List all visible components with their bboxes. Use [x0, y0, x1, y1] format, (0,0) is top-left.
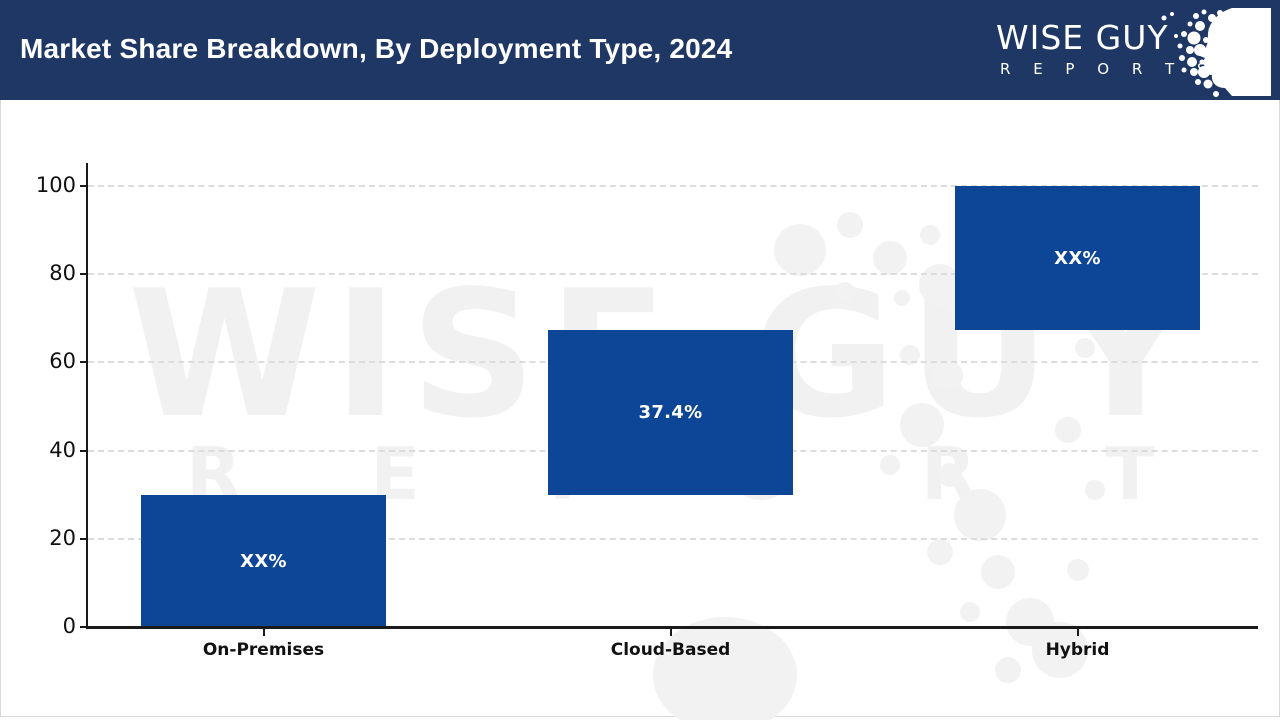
y-gridline — [88, 185, 1258, 187]
y-tick-label: 40 — [49, 437, 76, 462]
y-tick-mark — [80, 626, 88, 628]
y-tick-mark — [80, 537, 88, 540]
bar-value-label: 37.4% — [638, 402, 703, 424]
bar-segment: XX% — [141, 495, 386, 627]
x-category-label: Cloud-Based — [610, 640, 731, 660]
y-tick-mark — [80, 185, 88, 187]
bar-value-label: XX% — [1054, 247, 1101, 269]
y-tick-label: 100 — [35, 173, 76, 197]
page-title: Market Share Breakdown, By Deployment Ty… — [20, 33, 733, 64]
logo-subtext: R E P O R T S — [1000, 60, 1216, 78]
x-category-label: On-Premises — [202, 640, 325, 660]
bar-segment: 37.4% — [548, 330, 793, 496]
bottom-border — [0, 716, 1280, 717]
y-tick-mark — [80, 361, 88, 364]
y-tick-label: 0 — [62, 614, 76, 638]
x-category-label: Hybrid — [1045, 640, 1110, 660]
x-tick-mark — [262, 629, 265, 636]
wise-guy-logo: WISE GUY R E P O R T S — [996, 4, 1271, 97]
x-tick-mark — [1076, 629, 1079, 636]
y-axis-line — [86, 163, 88, 629]
bar-segment: XX% — [955, 186, 1200, 331]
logo-wordmark: WISE GUY — [996, 18, 1169, 57]
y-tick-mark — [80, 449, 88, 452]
y-tick-label: 60 — [49, 349, 76, 374]
header-bar: Market Share Breakdown, By Deployment Ty… — [0, 0, 1280, 100]
y-tick-label: 80 — [49, 261, 76, 286]
y-tick-label: 20 — [49, 525, 76, 550]
y-tick-mark — [80, 273, 88, 276]
x-tick-mark — [669, 629, 672, 636]
bar-value-label: XX% — [240, 550, 287, 572]
logo-face-icon — [1161, 8, 1271, 97]
x-axis-line — [86, 626, 1258, 629]
y-gridline — [88, 537, 1258, 540]
y-gridline — [88, 273, 1258, 276]
